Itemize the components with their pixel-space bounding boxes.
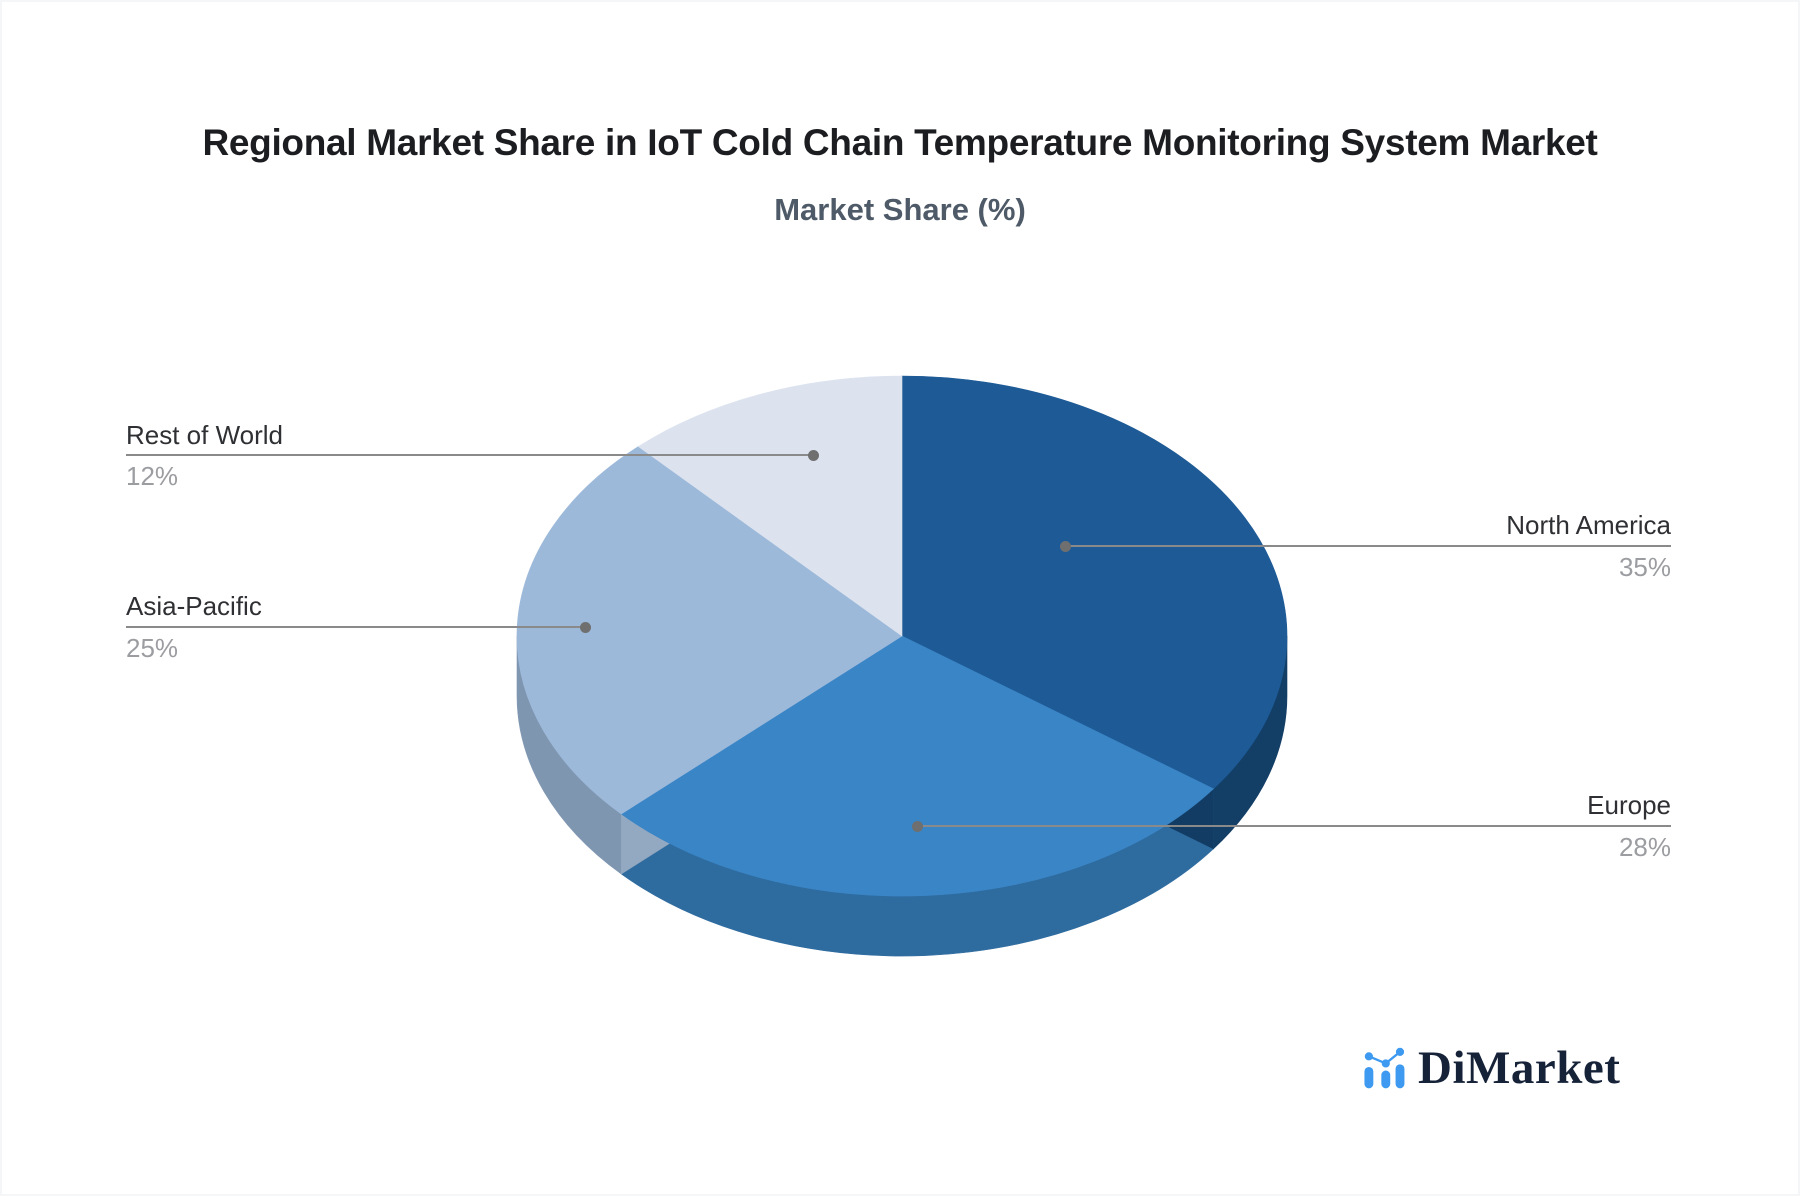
- callout-value-north-america: 35%: [1618, 552, 1671, 582]
- leader-line-north-america: [1065, 545, 1671, 547]
- leader-dot-asia-pacific: [580, 622, 591, 633]
- leader-line-asia-pacific: [126, 626, 585, 628]
- leader-dot-north-america: [1060, 541, 1071, 552]
- callout-value-rest-of-world: 12%: [126, 461, 179, 491]
- callout-value-asia-pacific: 25%: [126, 633, 179, 663]
- bar-chart-trend-icon: [1364, 1047, 1405, 1089]
- pie-slice-europe[interactable]: [620, 635, 1215, 897]
- callout-label-north-america: North America: [1506, 510, 1671, 540]
- callout-label-europe: Europe: [1587, 790, 1671, 820]
- pie-slice-north-america[interactable]: [901, 375, 1288, 790]
- callout-value-europe: 28%: [1618, 832, 1671, 862]
- chart-title: Regional Market Share in IoT Cold Chain …: [202, 122, 1598, 163]
- callout-label-asia-pacific: Asia-Pacific: [126, 591, 262, 621]
- leader-line-rest-of-world: [126, 454, 813, 456]
- leader-dot-rest-of-world: [808, 450, 819, 461]
- pie-slice-rest-of-world[interactable]: [637, 375, 903, 637]
- callout-label-rest-of-world: Rest of World: [126, 420, 284, 450]
- leader-dot-europe: [912, 821, 923, 832]
- brand-name: DiMarket: [1418, 1042, 1621, 1094]
- chart-subtitle: Market Share (%): [774, 192, 1026, 227]
- leader-line-europe: [917, 825, 1671, 827]
- brand-logo: DiMarket: [1360, 1040, 1620, 1092]
